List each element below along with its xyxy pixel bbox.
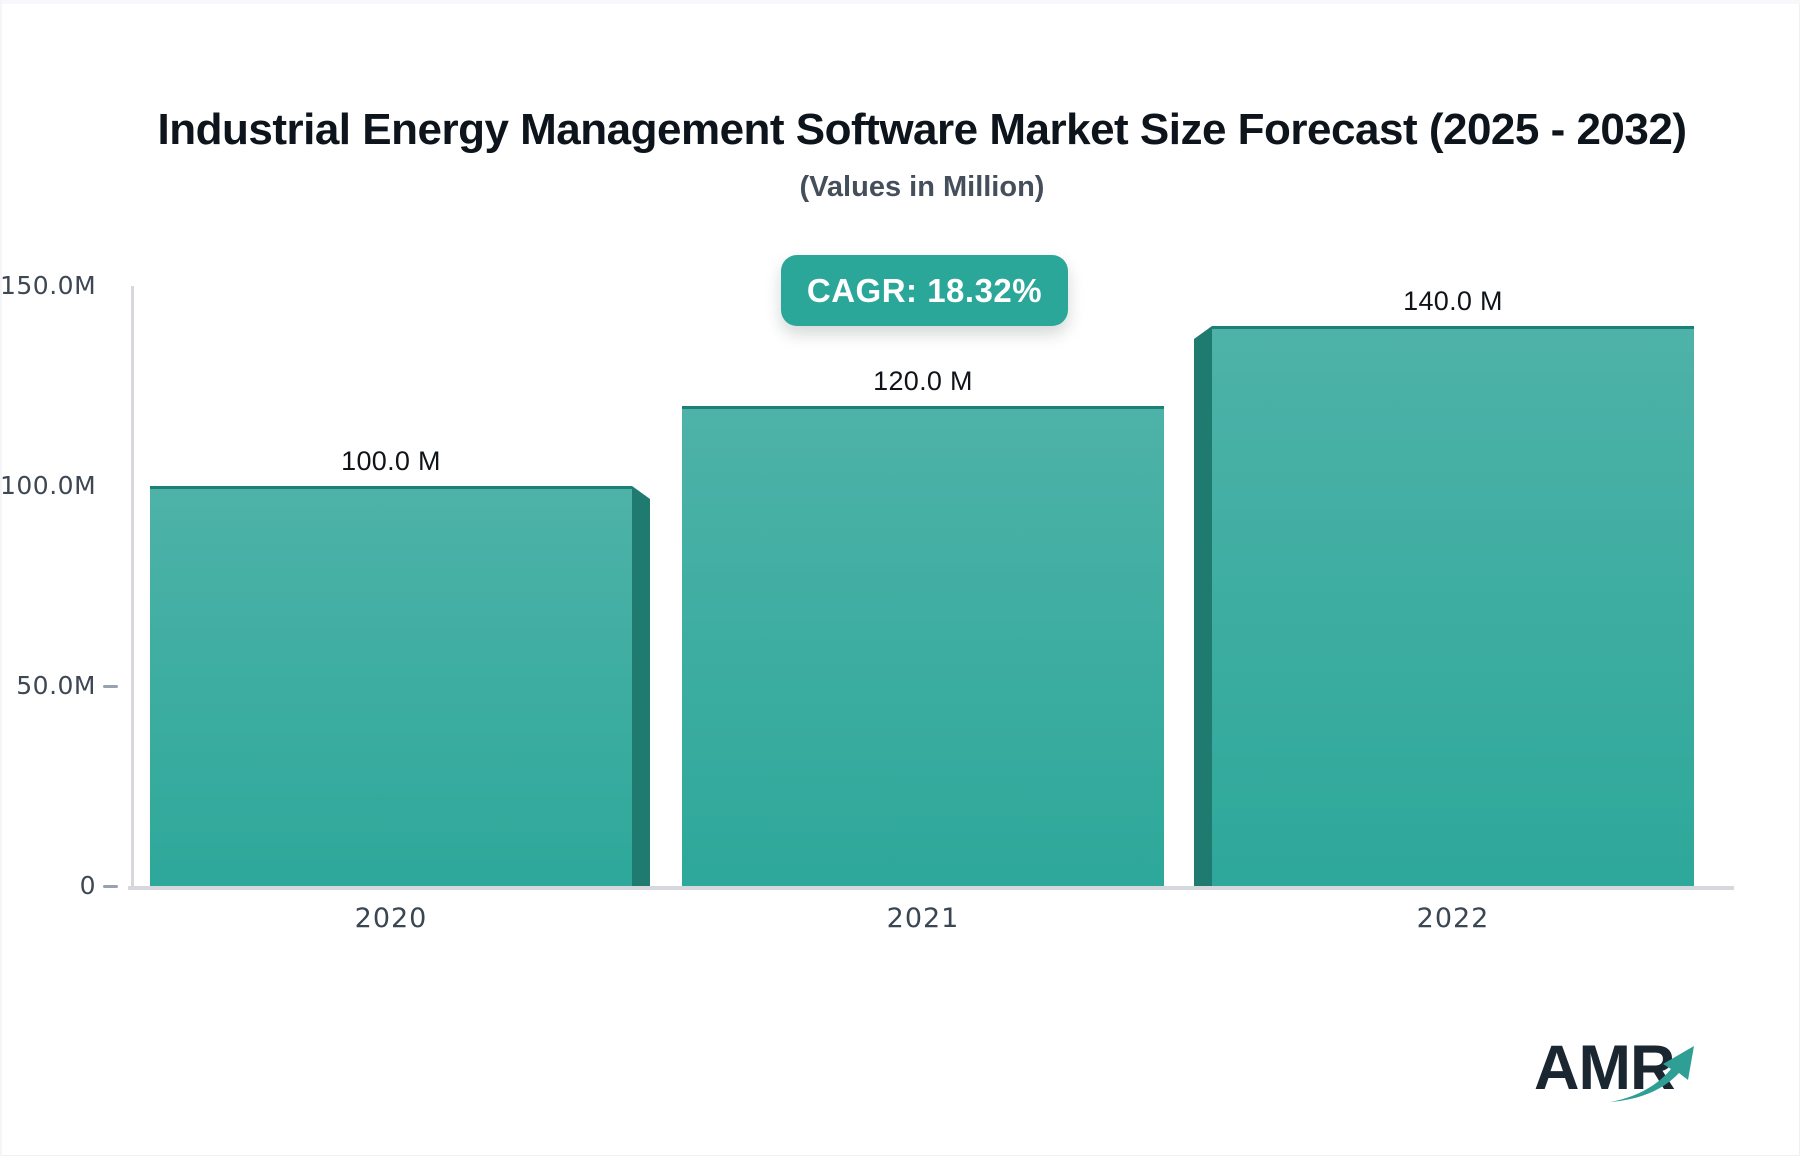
bar-value-label: 140.0 M: [1403, 286, 1503, 316]
bar-value-label: 120.0 M: [873, 366, 973, 396]
page-frame-left: [0, 0, 2, 1156]
y-axis-line: [131, 286, 134, 886]
bar-3d-side: [1194, 326, 1212, 886]
x-category-label: 2020: [354, 903, 428, 934]
y-tick-mark: [103, 885, 118, 888]
cagr-badge-text: CAGR: 18.32%: [806, 271, 1043, 309]
y-tick-label: 100.0M: [0, 471, 97, 500]
bar-2021: [682, 406, 1164, 886]
amr-logo: AMR: [1534, 1036, 1714, 1108]
y-tick-label: 150.0M: [0, 271, 97, 300]
x-axis-baseline: [128, 886, 1734, 890]
y-tick-label: 0: [79, 871, 96, 900]
amr-logo-arrow-icon: [1610, 1046, 1694, 1102]
bar-2020: [150, 486, 632, 886]
y-tick-mark: [103, 685, 118, 688]
bar-3d-side: [632, 486, 650, 886]
x-category-label: 2021: [886, 903, 960, 934]
chart-header: Industrial Energy Management Software Ma…: [44, 104, 1800, 204]
cagr-badge: CAGR: 18.32%: [781, 255, 1068, 326]
x-category-label: 2022: [1416, 903, 1490, 934]
bar-value-label: 100.0 M: [341, 446, 441, 476]
chart-subtitle: (Values in Million): [799, 171, 1045, 203]
page-frame-top: [0, 0, 1800, 4]
bar-2022: [1212, 326, 1694, 886]
y-tick-label: 50.0M: [16, 671, 96, 700]
chart-title: Industrial Energy Management Software Ma…: [157, 105, 1688, 154]
